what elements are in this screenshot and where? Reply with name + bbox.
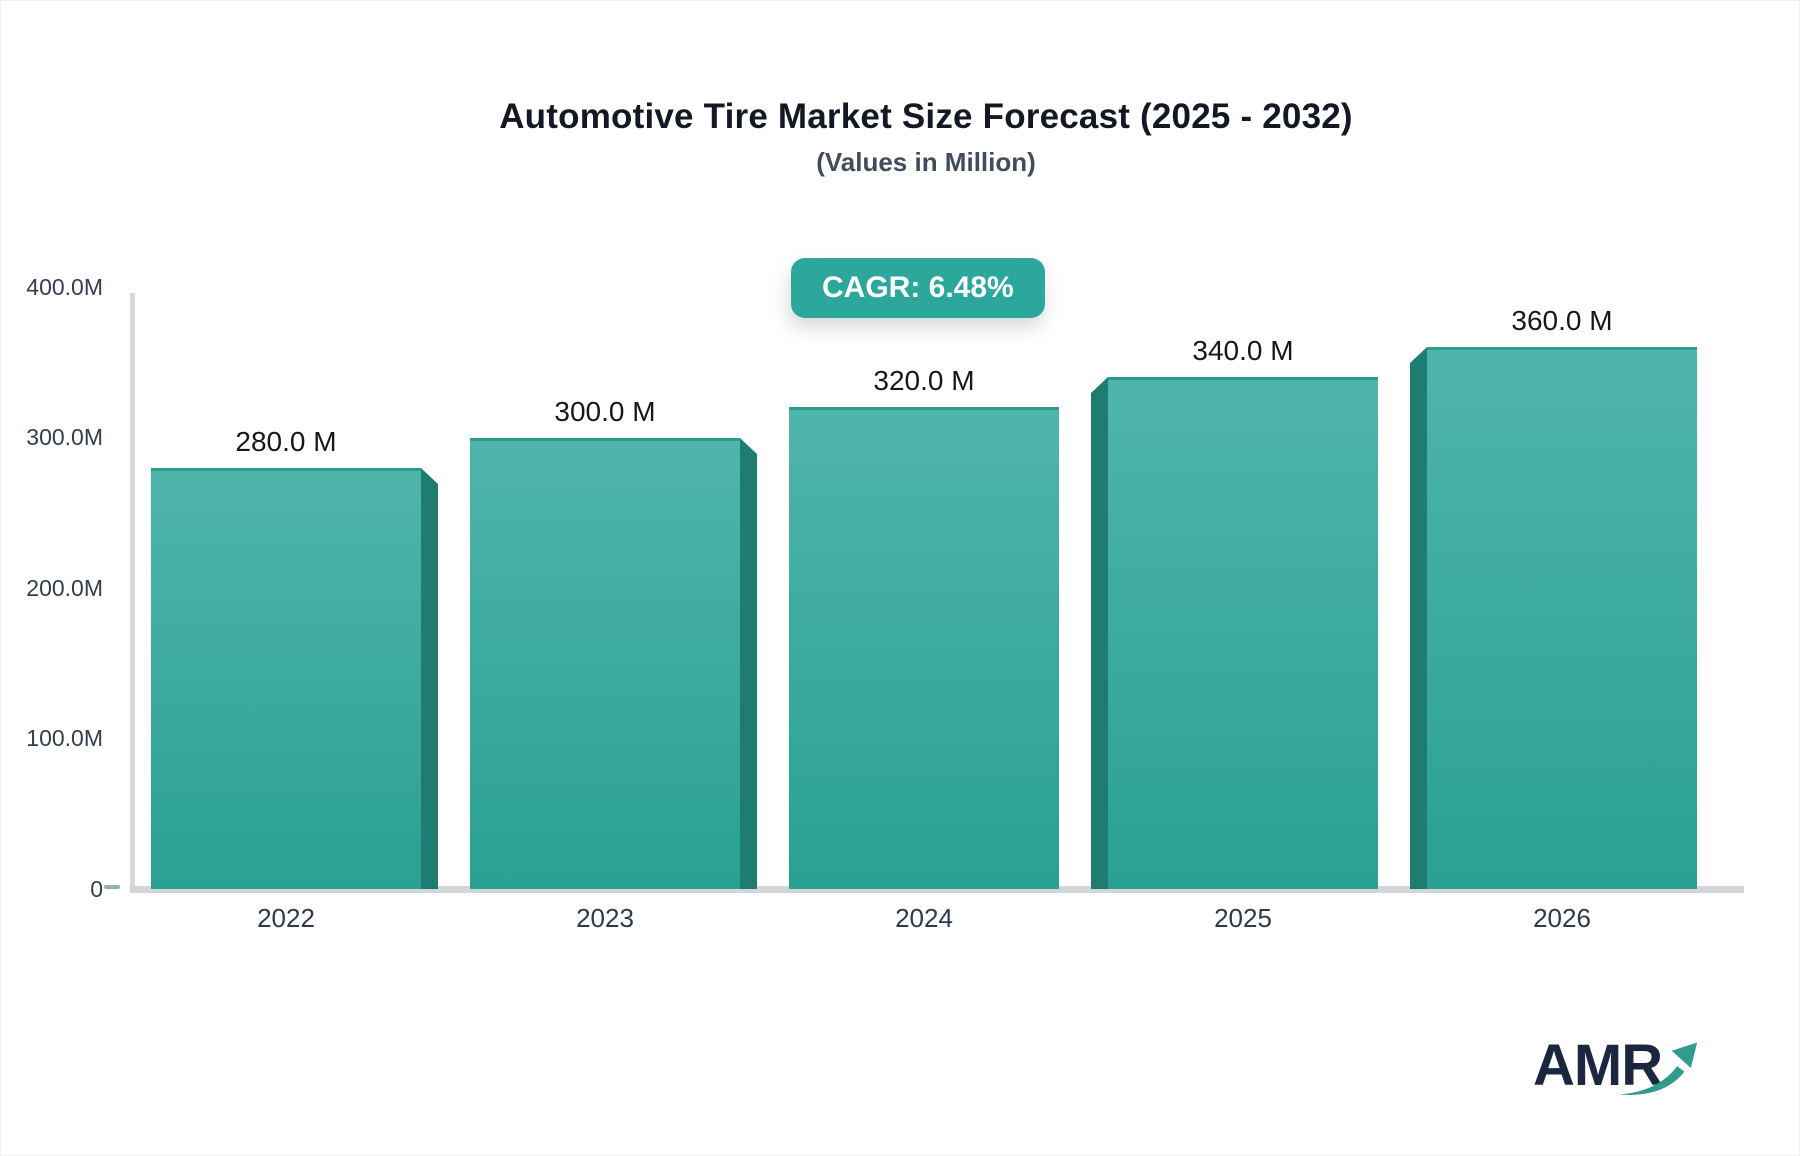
bar-2023: 300.0 M 2023 (470, 396, 757, 933)
bar-value-label: 300.0 M (554, 396, 656, 427)
bar-3d-side (421, 468, 438, 889)
x-axis-label: 2025 (1214, 903, 1272, 933)
y-axis-label: 200.0M (26, 575, 103, 601)
bar-face (470, 438, 740, 889)
bar-2022: 280.0 M 2022 (151, 426, 438, 933)
y-axis-label: 300.0M (26, 424, 103, 450)
x-axis-label: 2026 (1533, 903, 1591, 933)
bar-2025: 340.0 M 2025 (1091, 335, 1378, 933)
bar-3d-side (740, 438, 757, 889)
bar-face (1108, 377, 1378, 889)
bar-face (1427, 347, 1697, 889)
y-axis-label: 100.0M (26, 725, 103, 751)
growth-arrow-icon (1618, 1042, 1698, 1095)
bar-3d-side (1410, 347, 1427, 889)
bar-2024: 320.0 M 2024 (789, 365, 1059, 933)
bar-value-label: 280.0 M (235, 426, 337, 457)
bar-value-label: 320.0 M (873, 365, 975, 396)
y-axis-label: 400.0M (26, 274, 103, 300)
zero-tick-mark (104, 885, 120, 889)
chart-header: Automotive Tire Market Size Forecast (20… (53, 1, 1799, 178)
bar-2026: 360.0 M 2026 (1410, 305, 1697, 933)
x-axis-label: 2022 (257, 903, 315, 933)
x-axis-line (130, 886, 1744, 893)
cagr-badge: CAGR: 6.48% (791, 258, 1045, 318)
amr-logo-text: AMR (1533, 1033, 1663, 1098)
bar-value-label: 340.0 M (1192, 335, 1294, 366)
bar-value-label: 360.0 M (1511, 305, 1613, 336)
bar-3d-side (1091, 377, 1108, 889)
amr-logo: AMR (1533, 1035, 1699, 1099)
bar-face (151, 468, 421, 889)
y-axis-line (130, 293, 135, 889)
bar-face (789, 407, 1059, 889)
y-axis-label: 0 (90, 876, 103, 902)
chart-title: Automotive Tire Market Size Forecast (20… (499, 97, 1353, 136)
chart-subtitle: (Values in Million) (816, 147, 1036, 177)
x-axis-label: 2023 (576, 903, 634, 933)
x-axis-label: 2024 (895, 903, 953, 933)
